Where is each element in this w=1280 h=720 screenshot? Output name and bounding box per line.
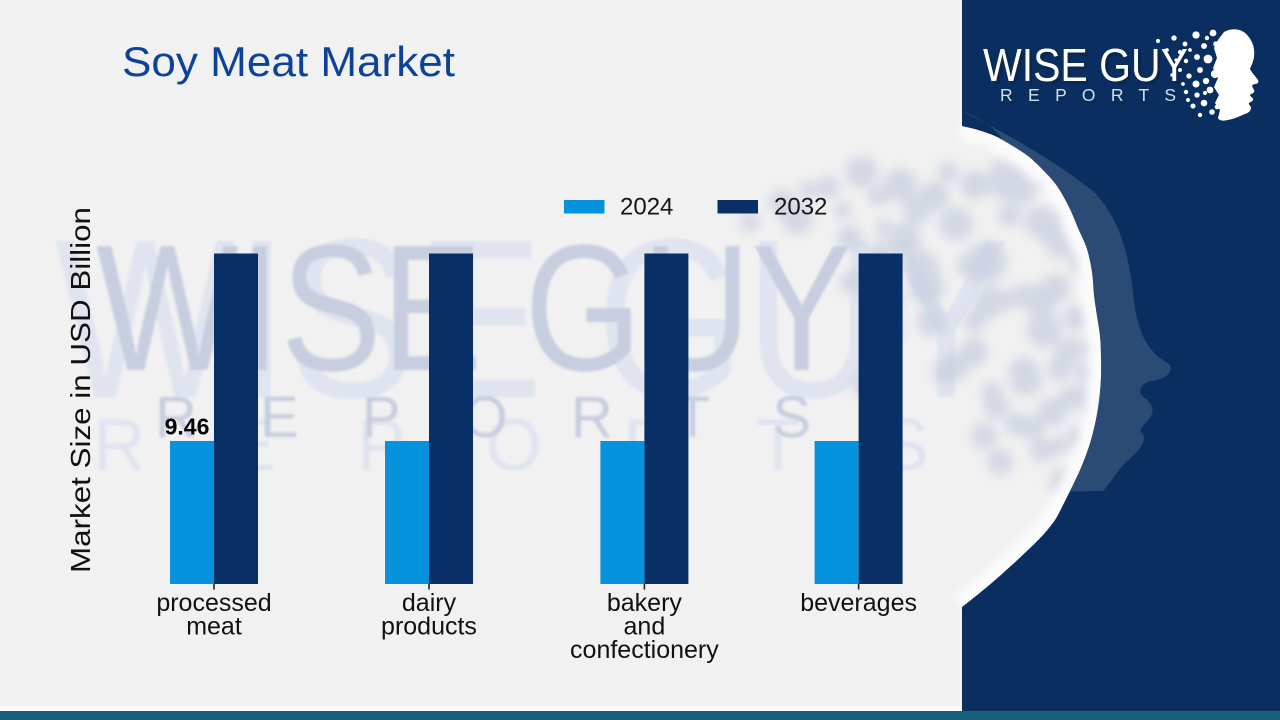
svg-text:and: and	[624, 613, 666, 641]
svg-text:2024: 2024	[620, 194, 673, 221]
svg-text:WISE GUY: WISE GUY	[986, 42, 1191, 94]
svg-text:products: products	[381, 613, 477, 641]
svg-text:Soy Meat Market: Soy Meat Market	[122, 38, 455, 85]
svg-text:WISE GUY: WISE GUY	[96, 208, 852, 409]
svg-text:WISE GUY: WISE GUY	[983, 39, 1188, 91]
svg-text:2032: 2032	[774, 194, 827, 221]
svg-text:Market Size in USD Billion: Market Size in USD Billion	[65, 207, 96, 573]
svg-text:confectionery: confectionery	[570, 636, 719, 664]
svg-text:9.46: 9.46	[165, 414, 210, 440]
svg-text:R E P O R T S: R E P O R T S	[1002, 88, 1178, 108]
svg-text:meat: meat	[186, 613, 242, 641]
svg-text:processed: processed	[156, 589, 271, 617]
svg-text:R E P O R T S: R E P O R T S	[155, 385, 811, 450]
svg-text:bakery: bakery	[607, 589, 683, 617]
svg-text:dairy: dairy	[402, 589, 457, 617]
svg-text:R E P O R T S: R E P O R T S	[1000, 85, 1176, 105]
svg-text:beverages: beverages	[800, 589, 917, 617]
